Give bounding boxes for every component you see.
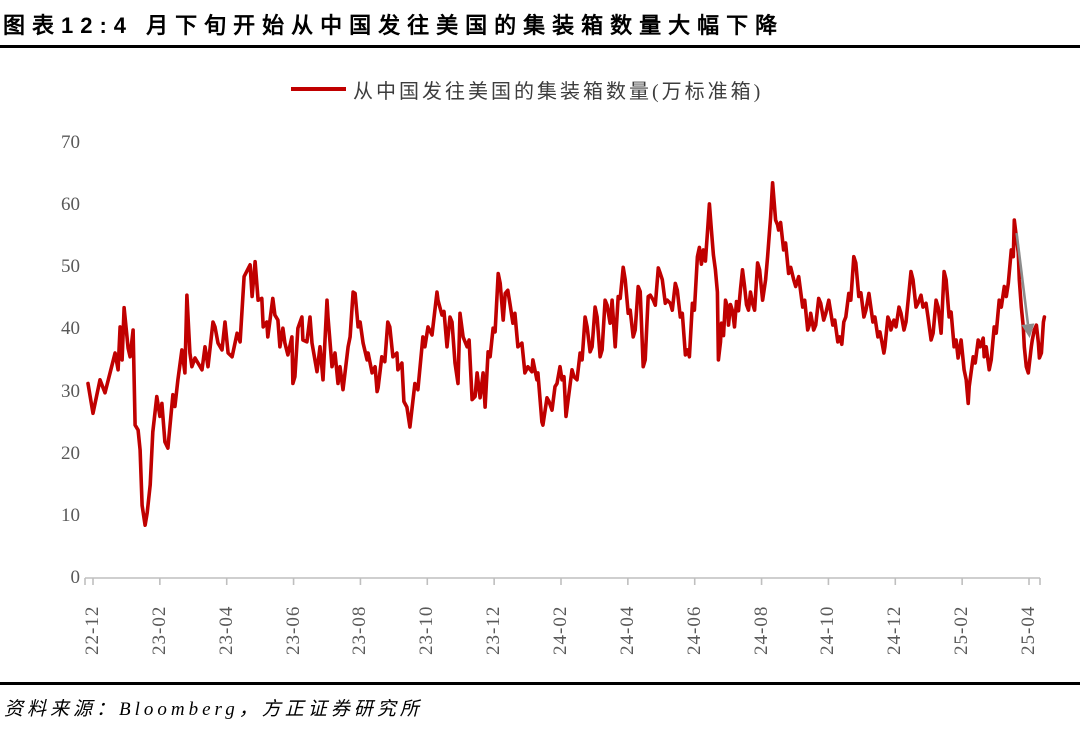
figure-title: 图表12:4 月下旬开始从中国发往美国的集装箱数量大幅下降 bbox=[3, 13, 785, 38]
x-tick-label: 24-02 bbox=[550, 605, 571, 655]
x-tick-label: 25-02 bbox=[951, 605, 973, 655]
y-tick-label: 20 bbox=[61, 442, 80, 464]
x-tick-label: 22-12 bbox=[82, 605, 103, 655]
source-note: 资料来源：Bloomberg，方正证券研究所 bbox=[4, 699, 423, 720]
x-tick-label: 23-12 bbox=[483, 605, 505, 655]
container-volume-line bbox=[86, 181, 1047, 528]
x-tick-label: 23-06 bbox=[282, 605, 304, 655]
x-tick-label: 24-12 bbox=[884, 605, 906, 655]
footer-divider bbox=[0, 682, 1080, 685]
y-tick-label: 40 bbox=[61, 318, 80, 340]
x-tick-label: 23-04 bbox=[215, 605, 237, 655]
x-tick-label: 23-10 bbox=[416, 605, 438, 655]
chart-legend: 从中国发往美国的集装箱数量(万标准箱) bbox=[291, 79, 763, 103]
y-tick-label: 30 bbox=[61, 380, 80, 402]
title-divider bbox=[0, 45, 1080, 48]
x-tick-label: 24-08 bbox=[750, 605, 772, 655]
y-tick-label: 70 bbox=[61, 131, 80, 153]
legend-label: 从中国发往美国的集装箱数量(万标准箱) bbox=[353, 80, 764, 103]
drop-arrow-head bbox=[1021, 323, 1035, 339]
x-tick-label: 23-02 bbox=[148, 605, 170, 655]
x-tick-label: 24-06 bbox=[683, 605, 705, 655]
x-tick-label: 25-04 bbox=[1018, 605, 1039, 655]
x-tick-label: 23-08 bbox=[349, 605, 371, 655]
y-tick-label: 50 bbox=[61, 256, 80, 278]
y-tick-label: 10 bbox=[61, 504, 80, 526]
x-tick-label: 24-10 bbox=[817, 605, 839, 655]
drop-arrow-shaft bbox=[1015, 232, 1030, 325]
legend-line-marker bbox=[291, 87, 346, 91]
x-tick-label: 24-04 bbox=[616, 605, 638, 655]
y-tick-label: 60 bbox=[61, 194, 80, 216]
y-tick-label: 0 bbox=[70, 567, 81, 588]
